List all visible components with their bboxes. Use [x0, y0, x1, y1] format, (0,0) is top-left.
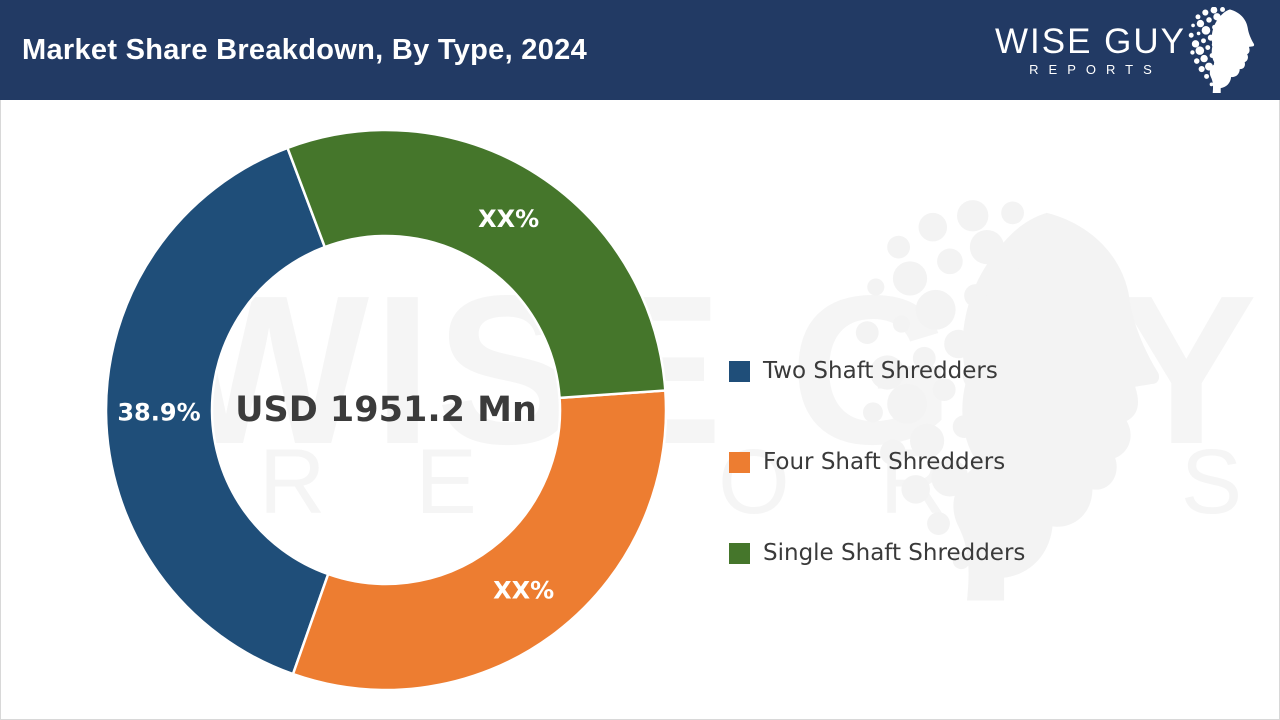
donut-slice-single-shaft-shredders [285, 128, 667, 400]
wiseguy-logo: WISE GUY REPORTS [995, 7, 1262, 93]
legend-swatch-single-shaft-shredders [729, 543, 750, 564]
legend-label: Two Shaft Shredders [763, 358, 998, 384]
logo-subtext: REPORTS [1029, 61, 1162, 77]
donut-slice-two-shaft-shredders [104, 146, 330, 676]
legend-swatch-two-shaft-shredders [729, 361, 750, 382]
slice-percent-label-single-shaft-shredders: XX% [478, 205, 539, 233]
legend-item-four-shaft-shredders: Four Shaft Shredders [729, 446, 1025, 479]
donut-chart: 38.9% XX% XX% USD 1951.2 Mn [104, 128, 668, 692]
chart-area: WISE GUY REPORTS 38.9% XX% XX% USD 1951.2 … [0, 100, 1280, 720]
slice-percent-label-two-shaft-shredders: 38.9% [117, 398, 200, 426]
donut-slice-four-shaft-shredders [291, 389, 668, 692]
legend-swatch-four-shaft-shredders [729, 452, 750, 473]
legend-item-single-shaft-shredders: Single Shaft Shredders [729, 537, 1025, 570]
donut-center-value: USD 1951.2 Mn [235, 390, 537, 430]
wiseguy-face-icon [1188, 7, 1262, 93]
slice-percent-label-four-shaft-shredders: XX% [493, 577, 554, 605]
legend-label: Single Shaft Shredders [763, 540, 1026, 566]
logo-wordmark: WISE GUY [994, 21, 1186, 61]
header-bar: Market Share Breakdown, By Type, 2024 WI… [0, 0, 1280, 100]
legend-label: Four Shaft Shredders [763, 449, 1006, 475]
page-title: Market Share Breakdown, By Type, 2024 [22, 33, 588, 66]
chart-legend: Two Shaft Shredders Four Shaft Shredders S… [729, 355, 1025, 570]
legend-item-two-shaft-shredders: Two Shaft Shredders [729, 355, 1025, 388]
